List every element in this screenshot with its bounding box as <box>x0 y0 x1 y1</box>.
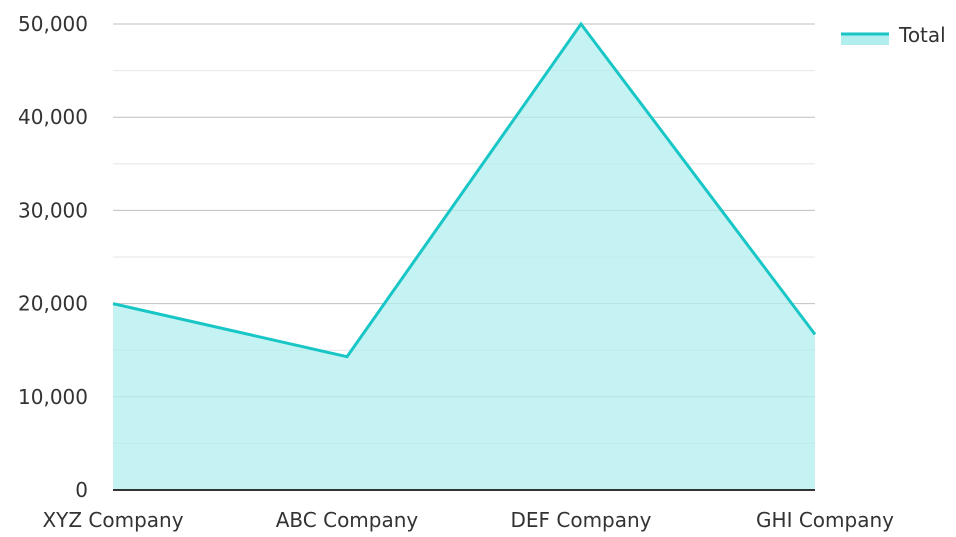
y-tick-label: 0 <box>75 478 88 502</box>
y-tick-label: 20,000 <box>18 292 88 316</box>
x-tick-label: DEF Company <box>510 508 651 532</box>
y-tick-label: 40,000 <box>18 105 88 129</box>
x-tick-label: ABC Company <box>276 508 419 532</box>
y-tick-label: 30,000 <box>18 198 88 222</box>
y-tick-label: 50,000 <box>18 12 88 36</box>
legend: Total <box>841 23 946 47</box>
x-tick-label: GHI Company <box>756 508 894 532</box>
legend-label-total: Total <box>898 23 946 47</box>
x-tick-label: XYZ Company <box>42 508 183 532</box>
legend-swatch-total <box>841 34 889 45</box>
y-tick-label: 10,000 <box>18 385 88 409</box>
